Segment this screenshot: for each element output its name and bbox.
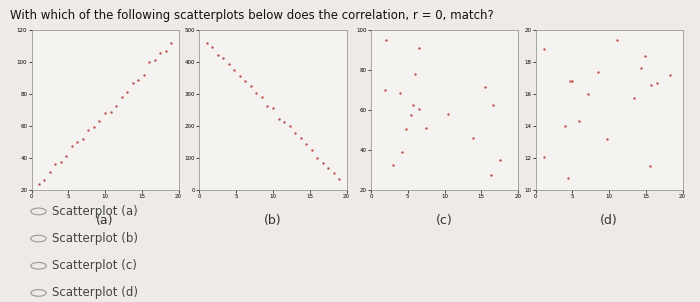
Text: With which of the following scatterplots below does the correlation, r = 0, matc: With which of the following scatterplots… xyxy=(10,9,494,22)
Text: Scatterplot (a): Scatterplot (a) xyxy=(52,205,139,218)
Point xyxy=(284,123,295,128)
Point xyxy=(44,169,55,174)
Point xyxy=(413,46,424,50)
Point xyxy=(267,106,279,111)
Point xyxy=(160,48,172,53)
Point xyxy=(99,111,111,115)
Point xyxy=(111,103,122,108)
Point xyxy=(333,177,344,182)
Point xyxy=(565,79,576,84)
Point xyxy=(410,71,421,76)
Point xyxy=(223,61,235,66)
Text: (c): (c) xyxy=(436,214,453,227)
Point xyxy=(116,94,127,99)
Point xyxy=(323,166,334,171)
Point xyxy=(406,113,417,117)
Point xyxy=(256,94,267,99)
Point xyxy=(165,40,176,45)
Point xyxy=(306,147,317,152)
Point xyxy=(155,51,166,56)
Point xyxy=(122,89,133,94)
Point xyxy=(300,141,312,146)
Point xyxy=(651,81,662,85)
Point xyxy=(379,88,390,93)
Point xyxy=(138,72,149,77)
Point xyxy=(395,91,406,95)
Point xyxy=(538,47,550,52)
Point xyxy=(245,84,256,88)
Point xyxy=(566,79,578,83)
Point xyxy=(149,58,160,63)
Point xyxy=(485,172,496,177)
Point xyxy=(94,118,105,123)
Point xyxy=(218,56,229,60)
Point xyxy=(55,159,66,164)
Point xyxy=(206,45,218,50)
Point xyxy=(380,38,391,43)
Point xyxy=(234,73,246,78)
Point xyxy=(582,91,594,96)
Point xyxy=(421,126,432,130)
Text: (a): (a) xyxy=(97,214,113,227)
Point xyxy=(573,118,584,123)
Point xyxy=(494,158,505,163)
Point xyxy=(388,162,399,167)
Point xyxy=(229,68,240,73)
Point xyxy=(560,124,571,129)
Point xyxy=(645,82,656,87)
Point xyxy=(312,156,323,161)
Point xyxy=(468,136,479,141)
Point xyxy=(317,161,328,166)
Point xyxy=(83,128,94,133)
Point xyxy=(61,154,72,159)
Point xyxy=(72,139,83,144)
Point xyxy=(562,176,573,181)
Point xyxy=(538,154,550,159)
Point xyxy=(487,102,498,107)
Point xyxy=(251,91,262,96)
Point xyxy=(105,110,116,114)
Point xyxy=(639,54,650,59)
Point xyxy=(413,106,424,111)
Point xyxy=(144,59,155,64)
Point xyxy=(295,136,306,140)
Text: (d): (d) xyxy=(600,214,618,227)
Point xyxy=(127,80,138,85)
Point xyxy=(132,77,144,82)
Point xyxy=(240,79,251,83)
Point xyxy=(328,171,339,176)
Point xyxy=(212,53,223,57)
Point xyxy=(629,96,640,101)
Point xyxy=(66,143,78,148)
Text: Scatterplot (b): Scatterplot (b) xyxy=(52,232,139,245)
Point xyxy=(601,137,612,142)
Text: (b): (b) xyxy=(264,214,282,227)
Point xyxy=(279,120,290,125)
Point xyxy=(612,37,623,42)
Point xyxy=(262,104,273,108)
Text: Scatterplot (d): Scatterplot (d) xyxy=(52,286,139,300)
Point xyxy=(480,85,491,89)
Point xyxy=(664,72,676,77)
Text: Scatterplot (c): Scatterplot (c) xyxy=(52,259,137,272)
Point xyxy=(645,164,656,169)
Point xyxy=(289,130,300,135)
Point xyxy=(78,136,88,141)
Point xyxy=(636,65,647,70)
Point xyxy=(400,127,412,132)
Point xyxy=(273,116,284,121)
Point xyxy=(38,177,50,182)
Point xyxy=(88,124,99,129)
Point xyxy=(34,182,45,187)
Point xyxy=(201,41,212,46)
Point xyxy=(443,111,454,116)
Point xyxy=(407,102,419,107)
Point xyxy=(50,161,61,166)
Point xyxy=(396,150,407,155)
Point xyxy=(593,69,604,74)
